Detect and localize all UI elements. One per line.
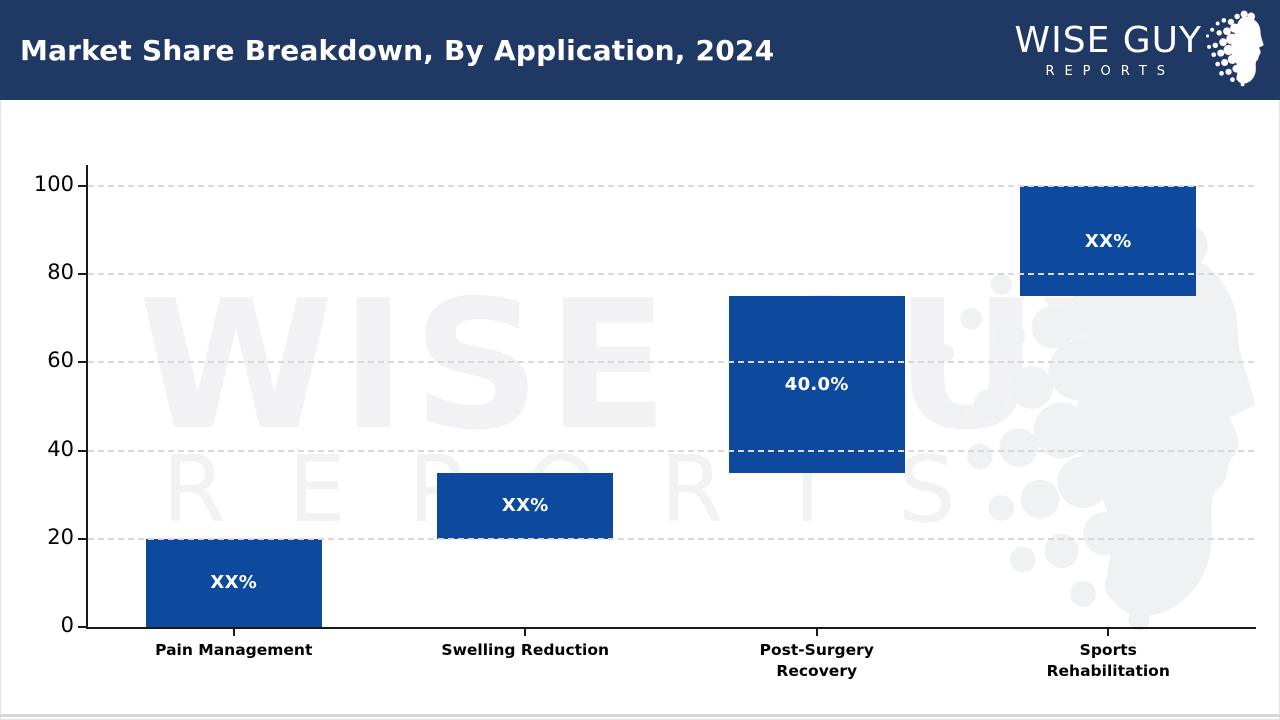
bar-value-label: XX% <box>1084 230 1132 252</box>
header-bar: Market Share Breakdown, By Application, … <box>0 0 1280 100</box>
y-tick-label: 60 <box>47 348 74 373</box>
y-tick-label: 20 <box>47 524 74 549</box>
y-tick-label: 100 <box>33 172 74 196</box>
y-tick-mark <box>78 537 86 540</box>
bar: XX% <box>1020 186 1197 297</box>
x-category-label: Sports Rehabilitation <box>1046 641 1170 680</box>
y-tick-mark <box>78 449 86 452</box>
gridline <box>88 449 1254 452</box>
x-axis-spine <box>86 627 1256 629</box>
bar-value-label: XX% <box>501 495 549 517</box>
watermark-wordmark: WISE GUY <box>138 262 1180 469</box>
bar: 40.0% <box>728 296 905 473</box>
bar-value-label: 40.0% <box>784 373 849 395</box>
x-category-label: Post-Surgery Recovery <box>759 641 874 680</box>
gridline <box>88 361 1254 364</box>
gridline <box>88 273 1254 276</box>
bar: XX% <box>145 538 322 627</box>
gridline <box>88 537 1254 540</box>
x-tick-mark <box>232 629 235 636</box>
y-tick-label: 40 <box>47 436 74 461</box>
y-tick-mark <box>78 185 86 187</box>
y-tick-label: 0 <box>60 613 74 637</box>
bar: XX% <box>437 472 614 539</box>
y-axis-spine <box>86 165 88 629</box>
x-tick-mark <box>1107 629 1110 636</box>
y-tick-mark <box>78 273 86 276</box>
gridline <box>88 185 1254 187</box>
x-category-label: Pain Management <box>155 641 313 659</box>
logo-wordmark: WISE GUY <box>1014 19 1202 61</box>
x-tick-mark <box>524 629 527 636</box>
bar-value-label: XX% <box>210 572 258 594</box>
logo-subtitle: REPORTS <box>1045 63 1176 79</box>
y-tick-label: 80 <box>47 260 74 285</box>
logo-dots-face-icon <box>1205 10 1264 87</box>
y-tick-mark <box>78 361 86 364</box>
bottom-strip <box>0 714 1280 717</box>
wise-guy-logo: WISE GUY REPORTS <box>1015 9 1280 91</box>
y-tick-mark <box>78 626 86 628</box>
x-category-label: Swelling Reduction <box>441 641 610 659</box>
page-title: Market Share Breakdown, By Application, … <box>20 33 775 67</box>
x-tick-mark <box>815 629 818 636</box>
